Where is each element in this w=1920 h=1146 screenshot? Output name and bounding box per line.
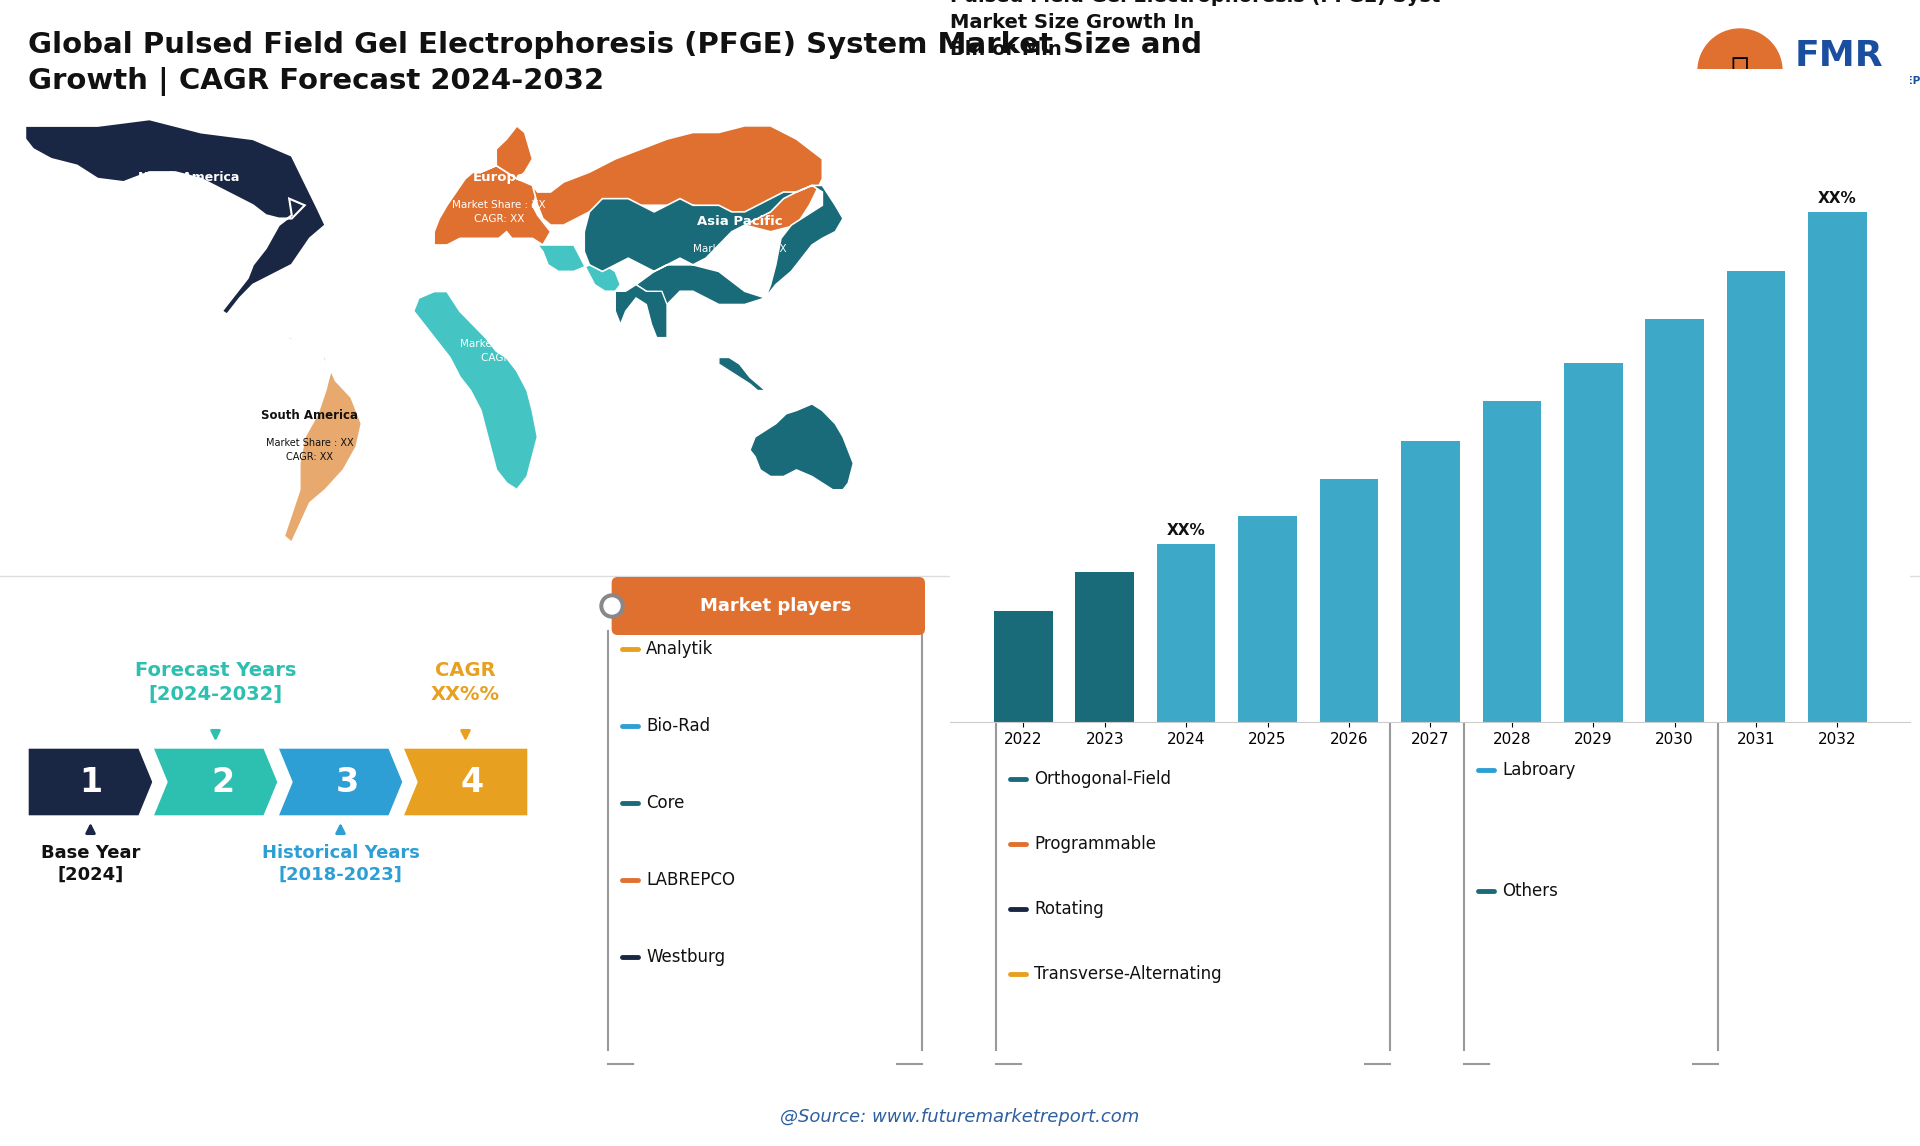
Polygon shape bbox=[614, 284, 666, 338]
Bar bbox=[1726, 270, 1786, 722]
Text: Programmable: Programmable bbox=[1035, 835, 1156, 854]
Circle shape bbox=[1450, 594, 1473, 618]
Text: [2024-2032]: [2024-2032] bbox=[148, 685, 282, 704]
Polygon shape bbox=[718, 358, 766, 391]
Bar bbox=[1482, 401, 1542, 722]
Polygon shape bbox=[253, 324, 361, 543]
Polygon shape bbox=[434, 165, 551, 245]
Text: Market Share : XX: Market Share : XX bbox=[267, 438, 353, 448]
Circle shape bbox=[1002, 598, 1018, 614]
Text: By application: By application bbox=[1528, 597, 1672, 615]
FancyBboxPatch shape bbox=[612, 576, 925, 635]
Polygon shape bbox=[532, 126, 822, 231]
Text: CAGR: XX: CAGR: XX bbox=[482, 353, 532, 363]
Text: @Source: www.futuremarketreport.com: @Source: www.futuremarketreport.com bbox=[780, 1108, 1140, 1127]
Text: XX%%: XX%% bbox=[430, 685, 499, 704]
Text: Hospital: Hospital bbox=[1501, 639, 1571, 658]
Text: Historical Years: Historical Years bbox=[261, 843, 419, 862]
Text: XX%: XX% bbox=[1167, 523, 1206, 537]
Text: Westburg: Westburg bbox=[645, 948, 726, 966]
Text: MEA: MEA bbox=[490, 311, 522, 323]
Text: Others: Others bbox=[1501, 881, 1557, 900]
Text: Rotating: Rotating bbox=[1035, 901, 1104, 918]
Text: CAGR: XX: CAGR: XX bbox=[474, 214, 524, 223]
Bar bbox=[1645, 319, 1703, 722]
Text: 3: 3 bbox=[336, 766, 359, 799]
Text: XX%: XX% bbox=[1818, 190, 1857, 206]
Text: Forecast Years: Forecast Years bbox=[134, 661, 296, 680]
Polygon shape bbox=[29, 748, 154, 816]
Text: Base Year: Base Year bbox=[40, 843, 140, 862]
Text: Labroary: Labroary bbox=[1501, 761, 1576, 779]
Bar bbox=[1238, 516, 1296, 722]
Bar bbox=[1809, 212, 1866, 722]
Text: [2024]: [2024] bbox=[58, 866, 123, 884]
Polygon shape bbox=[403, 748, 528, 816]
Polygon shape bbox=[278, 748, 403, 816]
Text: FMR: FMR bbox=[1795, 39, 1884, 73]
Circle shape bbox=[998, 594, 1021, 618]
Text: Orthogonal-Field: Orthogonal-Field bbox=[1035, 770, 1171, 788]
FancyBboxPatch shape bbox=[1006, 576, 1388, 635]
FancyBboxPatch shape bbox=[1463, 576, 1724, 635]
Circle shape bbox=[605, 598, 620, 614]
Text: Market Share : XX: Market Share : XX bbox=[693, 244, 787, 254]
Text: Market Share : XX: Market Share : XX bbox=[459, 339, 553, 350]
Bar bbox=[1565, 363, 1622, 722]
Text: 👁: 👁 bbox=[1730, 56, 1749, 86]
Text: CAGR: CAGR bbox=[436, 661, 495, 680]
Text: Europe: Europe bbox=[472, 171, 526, 185]
Polygon shape bbox=[751, 403, 852, 489]
Text: CAGR: XX: CAGR: XX bbox=[163, 214, 213, 223]
Text: Market Share : XX: Market Share : XX bbox=[451, 201, 545, 210]
Circle shape bbox=[1697, 29, 1782, 113]
Text: 2: 2 bbox=[211, 766, 234, 799]
Text: Market Share : XX: Market Share : XX bbox=[142, 201, 234, 210]
Bar bbox=[1402, 441, 1459, 722]
Text: Market players: Market players bbox=[699, 597, 851, 615]
Text: CAGR: XX: CAGR: XX bbox=[286, 453, 334, 462]
Polygon shape bbox=[413, 291, 538, 489]
Text: 1: 1 bbox=[79, 766, 102, 799]
Text: 4: 4 bbox=[461, 766, 484, 799]
Polygon shape bbox=[154, 748, 278, 816]
Text: FUTURE MARKET REPORT: FUTURE MARKET REPORT bbox=[1795, 76, 1920, 86]
Bar bbox=[1319, 479, 1379, 722]
Bar bbox=[1075, 572, 1135, 722]
Text: LABREPCO: LABREPCO bbox=[645, 871, 735, 889]
Text: CAGR: XX: CAGR: XX bbox=[714, 258, 764, 268]
Text: [2018-2023]: [2018-2023] bbox=[278, 866, 403, 884]
Text: Asia Pacific: Asia Pacific bbox=[697, 215, 781, 228]
Bar bbox=[995, 611, 1052, 722]
Polygon shape bbox=[538, 245, 620, 291]
Text: South America: South America bbox=[261, 409, 359, 422]
Text: Field-Inversion: Field-Inversion bbox=[1035, 705, 1154, 723]
Polygon shape bbox=[470, 126, 532, 179]
Text: Transverse-Alternating: Transverse-Alternating bbox=[1035, 965, 1221, 983]
Polygon shape bbox=[25, 119, 324, 314]
Text: Global Pulsed Field Gel Electrophoresis (PFGE) System Market Size and
Growth | C: Global Pulsed Field Gel Electrophoresis … bbox=[29, 31, 1202, 96]
Text: Core: Core bbox=[645, 794, 684, 811]
Text: By type: By type bbox=[1167, 597, 1244, 615]
Bar bbox=[1158, 543, 1215, 722]
Text: Bio-Rad: Bio-Rad bbox=[645, 717, 710, 735]
Text: Analytik: Analytik bbox=[645, 639, 714, 658]
Text: Pulsed Field Gel Electrophoresis (PFGE) Syst
Market Size Growth In
Bln or Mln: Pulsed Field Gel Electrophoresis (PFGE) … bbox=[950, 0, 1440, 58]
Circle shape bbox=[1453, 598, 1469, 614]
Polygon shape bbox=[584, 186, 843, 305]
Text: Contour-Clamped: Contour-Clamped bbox=[1035, 639, 1179, 658]
Circle shape bbox=[599, 594, 624, 618]
Text: North America: North America bbox=[138, 171, 238, 185]
